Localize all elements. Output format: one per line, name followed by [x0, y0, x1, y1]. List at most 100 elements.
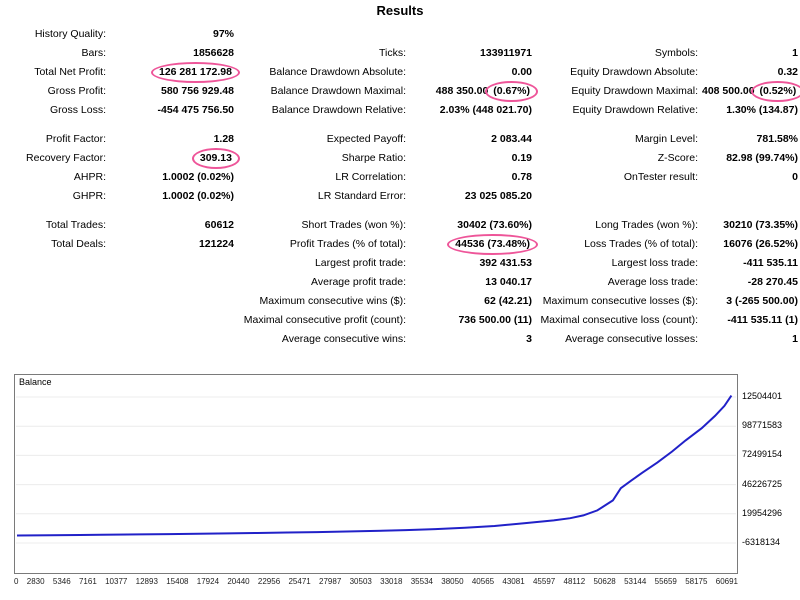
stat-value	[110, 254, 234, 273]
stat-value: 62 (42.21)	[484, 295, 532, 307]
stat-label: AHPR:	[73, 171, 106, 183]
y-axis-tick-label: 98771583	[742, 420, 783, 431]
stat-label: Largest loss trade:	[611, 257, 698, 269]
x-axis-tick-label: 2830	[26, 577, 45, 586]
stat-label: Ticks:	[378, 47, 406, 59]
stat-value: 408 500.00 (0.52%)	[702, 81, 800, 102]
x-axis-tick-label: 55659	[654, 577, 677, 586]
stat-label: Maximum consecutive losses ($):	[542, 295, 698, 307]
annotation-circle: 309.13	[191, 148, 240, 169]
stat-label: GHPR:	[72, 190, 106, 202]
stat-value: 60612	[204, 219, 234, 231]
stat-value: 0.78	[511, 171, 532, 183]
row-spacer	[6, 120, 798, 130]
stat-value: 3 (-265 500.00)	[726, 295, 798, 307]
stat-value: 1.0002 (0.02%)	[162, 190, 234, 202]
stat-label: Z-Score:	[657, 152, 698, 164]
y-axis-tick-label: -6318134	[742, 537, 781, 547]
stat-value: 3	[526, 333, 532, 345]
stat-label: Gross Profit:	[47, 85, 106, 97]
stat-label: Symbols:	[654, 47, 698, 59]
stat-label: History Quality:	[34, 28, 106, 40]
stat-value: 30210 (73.35%)	[723, 219, 798, 231]
x-axis-tick-label: 7161	[78, 577, 97, 586]
stat-value: 82.98 (99.74%)	[726, 152, 798, 164]
stat-label: Loss Trades (% of total):	[584, 238, 698, 250]
stat-value: 1	[792, 333, 798, 345]
page-title: Results	[376, 3, 424, 18]
stat-value: -411 535.11	[743, 257, 798, 269]
x-axis-tick-label: 5346	[52, 577, 71, 586]
stat-value: 0.00	[511, 66, 532, 78]
stat-label	[6, 254, 110, 273]
stat-label: Average profit trade:	[311, 276, 406, 288]
chart-series-label: Balance	[19, 377, 52, 387]
x-axis-tick-label: 17924	[196, 577, 220, 586]
stat-label: Gross Loss:	[49, 104, 106, 116]
stat-value	[110, 311, 234, 330]
stat-value: -28 270.45	[747, 276, 798, 288]
stat-value: 488 350.00 (0.67%)	[410, 81, 538, 102]
stat-label: Average consecutive wins:	[281, 333, 406, 345]
stat-value	[702, 187, 798, 206]
stat-label: Profit Factor:	[45, 133, 106, 145]
x-axis-tick-label: 12893	[135, 577, 158, 586]
x-axis-tick-label: 48112	[563, 577, 586, 586]
stat-value: 0	[792, 171, 798, 183]
stat-label: Recovery Factor:	[26, 152, 106, 164]
stat-label: Balance Drawdown Relative:	[271, 104, 406, 116]
stat-value: 781.58%	[756, 133, 798, 145]
stat-value: 44536 (73.48%)	[410, 234, 538, 255]
stat-value: 2.03% (448 021.70)	[439, 104, 532, 116]
stat-label: Average consecutive losses:	[565, 333, 698, 345]
stat-value	[110, 292, 234, 311]
stat-value: 23 025 085.20	[464, 190, 532, 202]
stat-value: 97%	[212, 28, 234, 40]
stat-value: -411 535.11 (1)	[727, 314, 798, 326]
stat-value	[110, 273, 234, 292]
x-axis-tick-label: 10377	[105, 577, 128, 586]
x-axis-tick-label: 50628	[593, 577, 616, 586]
row-spacer	[6, 206, 798, 216]
stat-label: Bars:	[81, 47, 106, 59]
stat-label: LR Standard Error:	[317, 190, 406, 202]
y-axis-tick-label: 72499154	[742, 449, 783, 460]
stat-label: Total Net Profit:	[34, 66, 106, 78]
stat-label	[6, 273, 110, 292]
stat-value: 16076 (26.52%)	[723, 238, 798, 250]
stat-value: -454 475 756.50	[157, 104, 234, 116]
stat-value: 13 040.17	[485, 276, 532, 288]
stat-label: Sharpe Ratio:	[341, 152, 406, 164]
stat-value: 0.32	[777, 66, 798, 78]
stat-label: Maximal consecutive loss (count):	[540, 314, 698, 326]
stat-value-text: 408 500.00	[702, 85, 758, 97]
stat-value: 133911971	[480, 47, 532, 59]
balance-curve-svg	[16, 395, 736, 544]
x-axis-tick-label: 43081	[502, 577, 525, 586]
annotation-circle: 44536 (73.48%)	[447, 234, 538, 255]
stat-label	[532, 187, 702, 206]
stat-label: Average loss trade:	[607, 276, 698, 288]
stat-label: Maximal consecutive profit (count):	[243, 314, 406, 326]
stat-value: 1.30% (134.87)	[726, 104, 798, 116]
stat-value: 736 500.00 (11)	[458, 314, 532, 326]
stat-value: 0.19	[511, 152, 532, 164]
stat-value: 30402 (73.60%)	[457, 219, 532, 231]
stat-label: Long Trades (won %):	[595, 219, 698, 231]
stat-label: Maximum consecutive wins ($):	[259, 295, 406, 307]
stat-value: 126 281 172.98	[110, 62, 240, 83]
stat-label: OnTester result:	[623, 171, 698, 183]
stat-label: Balance Drawdown Absolute:	[269, 66, 406, 78]
x-axis-tick-label: 38050	[441, 577, 464, 586]
x-axis-labels: 0 2830 5346 7161 10377 12893 15408 17924 20440 22…	[14, 577, 738, 586]
x-axis-tick-label: 58175	[685, 577, 708, 586]
stat-value: 1856628	[193, 47, 234, 59]
stat-value: 2 083.44	[491, 133, 532, 145]
x-axis-tick-label: 33018	[380, 577, 403, 586]
stat-label: LR Correlation:	[335, 171, 406, 183]
x-axis-tick-label: 22956	[257, 577, 281, 586]
stat-label: Largest profit trade:	[314, 257, 406, 269]
annotation-circle: (0.52%)	[751, 81, 800, 102]
stat-value-text: 488 350.00	[435, 85, 492, 97]
